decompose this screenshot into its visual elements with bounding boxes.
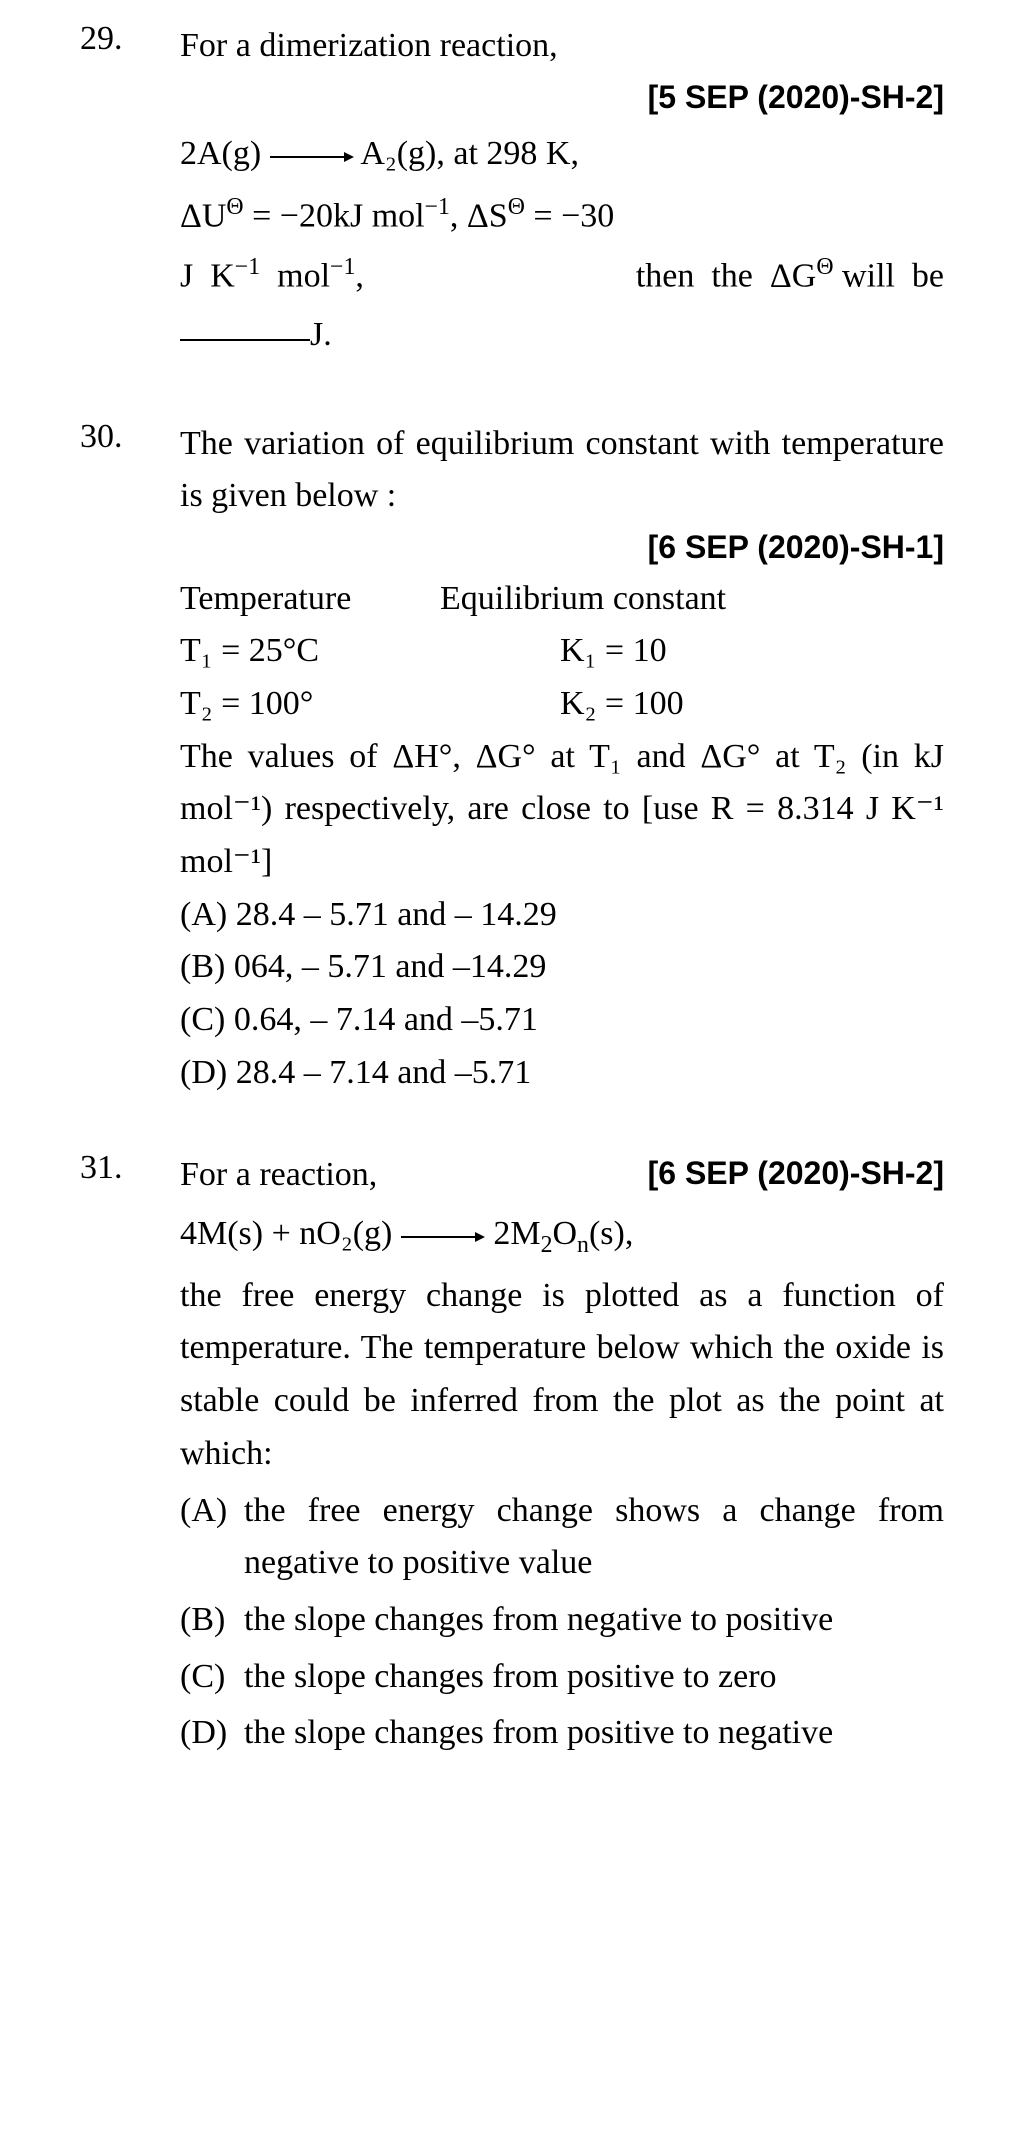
right-arrow-icon	[401, 1208, 485, 1261]
q29-intro: For a dimerization reaction,	[180, 27, 558, 64]
q31-intro: For a reaction,	[180, 1156, 377, 1193]
page: 29. For a dimerization reaction, [5 SEP …	[0, 0, 1024, 1874]
q29-eq1-pre: 2A(g)	[180, 135, 261, 172]
q30-body2: The values of ΔH°, ΔG° at T₁ and ΔG° at …	[180, 731, 944, 889]
q31-eq: 4M(s) + nO₂(g) 2M2On(s),	[180, 1208, 944, 1264]
col-eq-constant: Equilibrium constant	[440, 573, 944, 626]
question-29: 29. For a dimerization reaction, [5 SEP …	[80, 20, 944, 368]
col-temperature: Temperature	[180, 573, 440, 626]
question-number: 30.	[80, 418, 180, 1100]
question-number: 29.	[80, 20, 180, 368]
cell-t2: T₂ = 100°	[180, 678, 560, 731]
q29-eq1-post: A₂(g), at 298 K,	[360, 135, 579, 172]
fill-blank	[180, 339, 310, 341]
option-c: (C) the slope changes from positive to z…	[180, 1651, 944, 1704]
exam-tag: [6 SEP (2020)-SH-1]	[180, 523, 944, 573]
option-a: (A) the free energy change shows a chang…	[180, 1485, 944, 1590]
q29-line3a: J K−1 mol−1,	[180, 249, 364, 303]
option-letter: (D)	[180, 1707, 244, 1760]
q29-eq1: 2A(g) A₂(g), at 298 K,	[180, 128, 944, 183]
question-body: The variation of equilibrium constant wi…	[180, 418, 944, 1100]
option-letter: (A)	[180, 1485, 244, 1590]
right-arrow-icon	[270, 128, 354, 181]
q29-line3b: then the ΔGΘ will be	[636, 249, 944, 303]
q31-eq-tail: (s),	[589, 1215, 633, 1252]
option-c: (C) 0.64, – 7.14 and –5.71	[180, 994, 944, 1047]
cell-k1: K₁ = 10	[560, 625, 944, 678]
q29-line3: J K−1 mol−1, then the ΔGΘ will be	[180, 249, 944, 303]
q29-eq2: ΔUΘ = −20kJ mol−1, ΔSΘ = −30	[180, 189, 944, 243]
table-row: T₁ = 25°C K₁ = 10	[180, 625, 944, 678]
question-number: 31.	[80, 1149, 180, 1764]
table-header: Temperature Equilibrium constant	[180, 573, 944, 626]
option-d: (D) the slope changes from positive to n…	[180, 1707, 944, 1760]
exam-tag: [6 SEP (2020)-SH-2]	[648, 1149, 944, 1199]
question-body: For a dimerization reaction, [5 SEP (202…	[180, 20, 944, 368]
option-text: the slope changes from positive to zero	[244, 1651, 944, 1704]
q31-eq-pre: 4M(s) + nO₂(g)	[180, 1215, 392, 1252]
option-text: the free energy change shows a change fr…	[244, 1485, 944, 1590]
q31-body2: the free energy change is plotted as a f…	[180, 1270, 944, 1481]
question-31: 31. For a reaction, [6 SEP (2020)-SH-2] …	[80, 1149, 944, 1764]
option-letter: (B)	[180, 1594, 244, 1647]
cell-k2: K₂ = 100	[560, 678, 944, 731]
option-b: (B) the slope changes from negative to p…	[180, 1594, 944, 1647]
option-b: (B) 064, – 5.71 and –14.29	[180, 941, 944, 994]
q30-intro: The variation of equilibrium constant wi…	[180, 425, 944, 515]
option-letter: (C)	[180, 1651, 244, 1704]
cell-t1: T₁ = 25°C	[180, 625, 560, 678]
option-text: the slope changes from positive to negat…	[244, 1707, 944, 1760]
option-d: (D) 28.4 – 7.14 and –5.71	[180, 1047, 944, 1100]
option-a: (A) 28.4 – 5.71 and – 14.29	[180, 889, 944, 942]
q29-blank-suffix: J.	[310, 316, 332, 353]
table-row: T₂ = 100° K₂ = 100	[180, 678, 944, 731]
q31-eq-post: 2M2On	[493, 1215, 589, 1252]
question-body: For a reaction, [6 SEP (2020)-SH-2] 4M(s…	[180, 1149, 944, 1764]
exam-tag: [5 SEP (2020)-SH-2]	[180, 73, 944, 123]
option-text: the slope changes from negative to posit…	[244, 1594, 944, 1647]
q29-blank-line: J.	[180, 309, 944, 362]
question-30: 30. The variation of equilibrium constan…	[80, 418, 944, 1100]
